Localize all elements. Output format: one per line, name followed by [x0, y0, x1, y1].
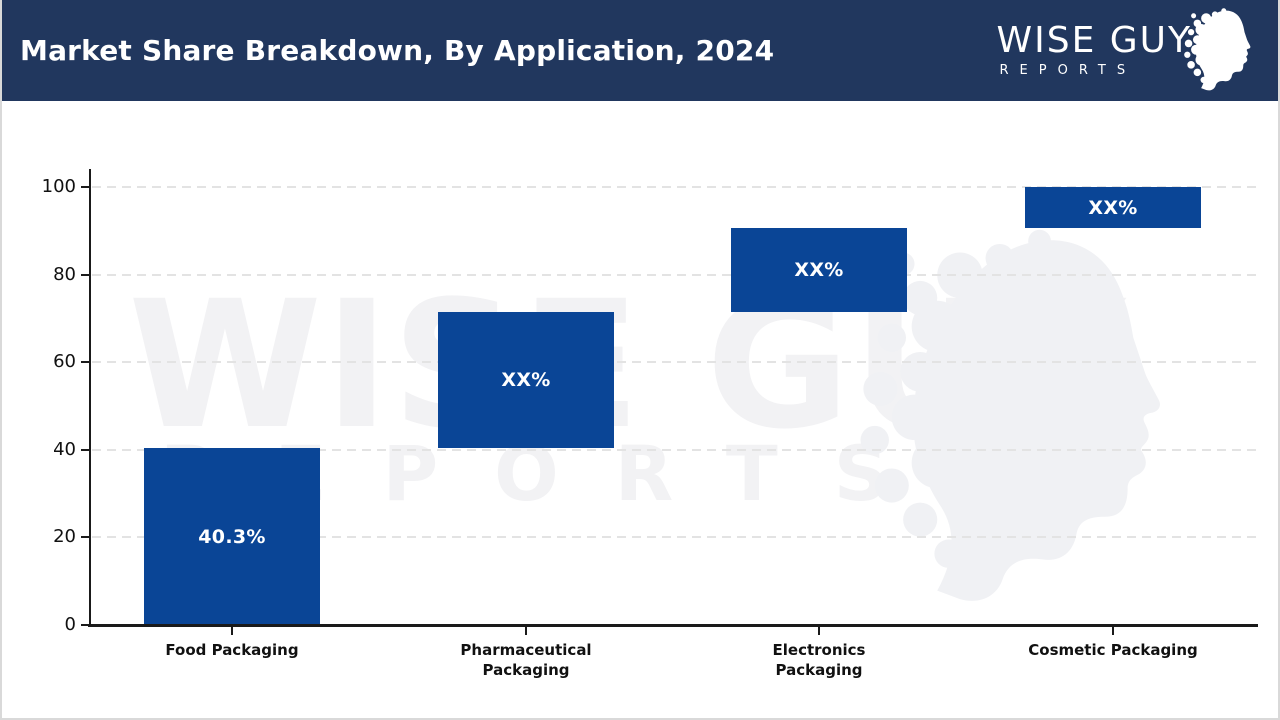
bar-segment-4: XX% — [1025, 187, 1201, 229]
x-tick-2 — [525, 627, 527, 635]
y-tick-20 — [81, 536, 89, 539]
bar-value-label: XX% — [501, 369, 551, 392]
x-category-label-1: Food Packaging — [165, 641, 299, 659]
header: Market Share Breakdown, By Application, … — [2, 0, 1278, 101]
y-tick-label-0: 0 — [64, 614, 76, 635]
y-tick-label-40: 40 — [53, 438, 76, 460]
gridline-80 — [92, 273, 1262, 276]
y-axis-spine — [89, 169, 91, 625]
bar-value-label: XX% — [1088, 196, 1138, 219]
x-axis-spine — [88, 624, 1258, 627]
brand-head-icon — [1182, 7, 1258, 95]
y-tick-label-60: 60 — [53, 351, 76, 373]
brand-name: WISE GUY — [996, 20, 1192, 61]
y-tick-label-20: 20 — [53, 526, 76, 548]
brand-logo: WISE GUY REPORTS — [997, 7, 1259, 95]
gridline-40 — [92, 448, 1262, 451]
gridline-100 — [92, 186, 1262, 188]
bar-value-label: XX% — [794, 259, 844, 282]
y-tick-label-80: 80 — [53, 263, 76, 285]
gridline-20 — [92, 536, 1262, 539]
x-tick-4 — [1112, 627, 1114, 635]
y-tick-0 — [81, 624, 89, 626]
x-category-label-3: Electronics Packaging — [772, 641, 866, 679]
x-category-label-2: Pharmaceutical Packaging — [460, 641, 592, 679]
y-tick-60 — [81, 361, 89, 364]
page-title: Market Share Breakdown, By Application, … — [20, 34, 775, 67]
bar-segment-1: 40.3% — [144, 448, 320, 625]
bar-segment-3: XX% — [731, 228, 907, 313]
x-tick-1 — [231, 627, 233, 635]
brand-sub: REPORTS — [999, 63, 1137, 78]
y-tick-100 — [81, 186, 89, 188]
x-category-label-4: Cosmetic Packaging — [1028, 641, 1198, 659]
y-tick-label-100: 100 — [41, 176, 76, 197]
y-tick-80 — [81, 273, 89, 276]
gridline-60 — [92, 361, 1262, 364]
bar-value-label: 40.3% — [198, 525, 266, 548]
bar-segment-2: XX% — [438, 312, 614, 449]
x-tick-3 — [818, 627, 820, 635]
y-tick-40 — [81, 448, 89, 451]
